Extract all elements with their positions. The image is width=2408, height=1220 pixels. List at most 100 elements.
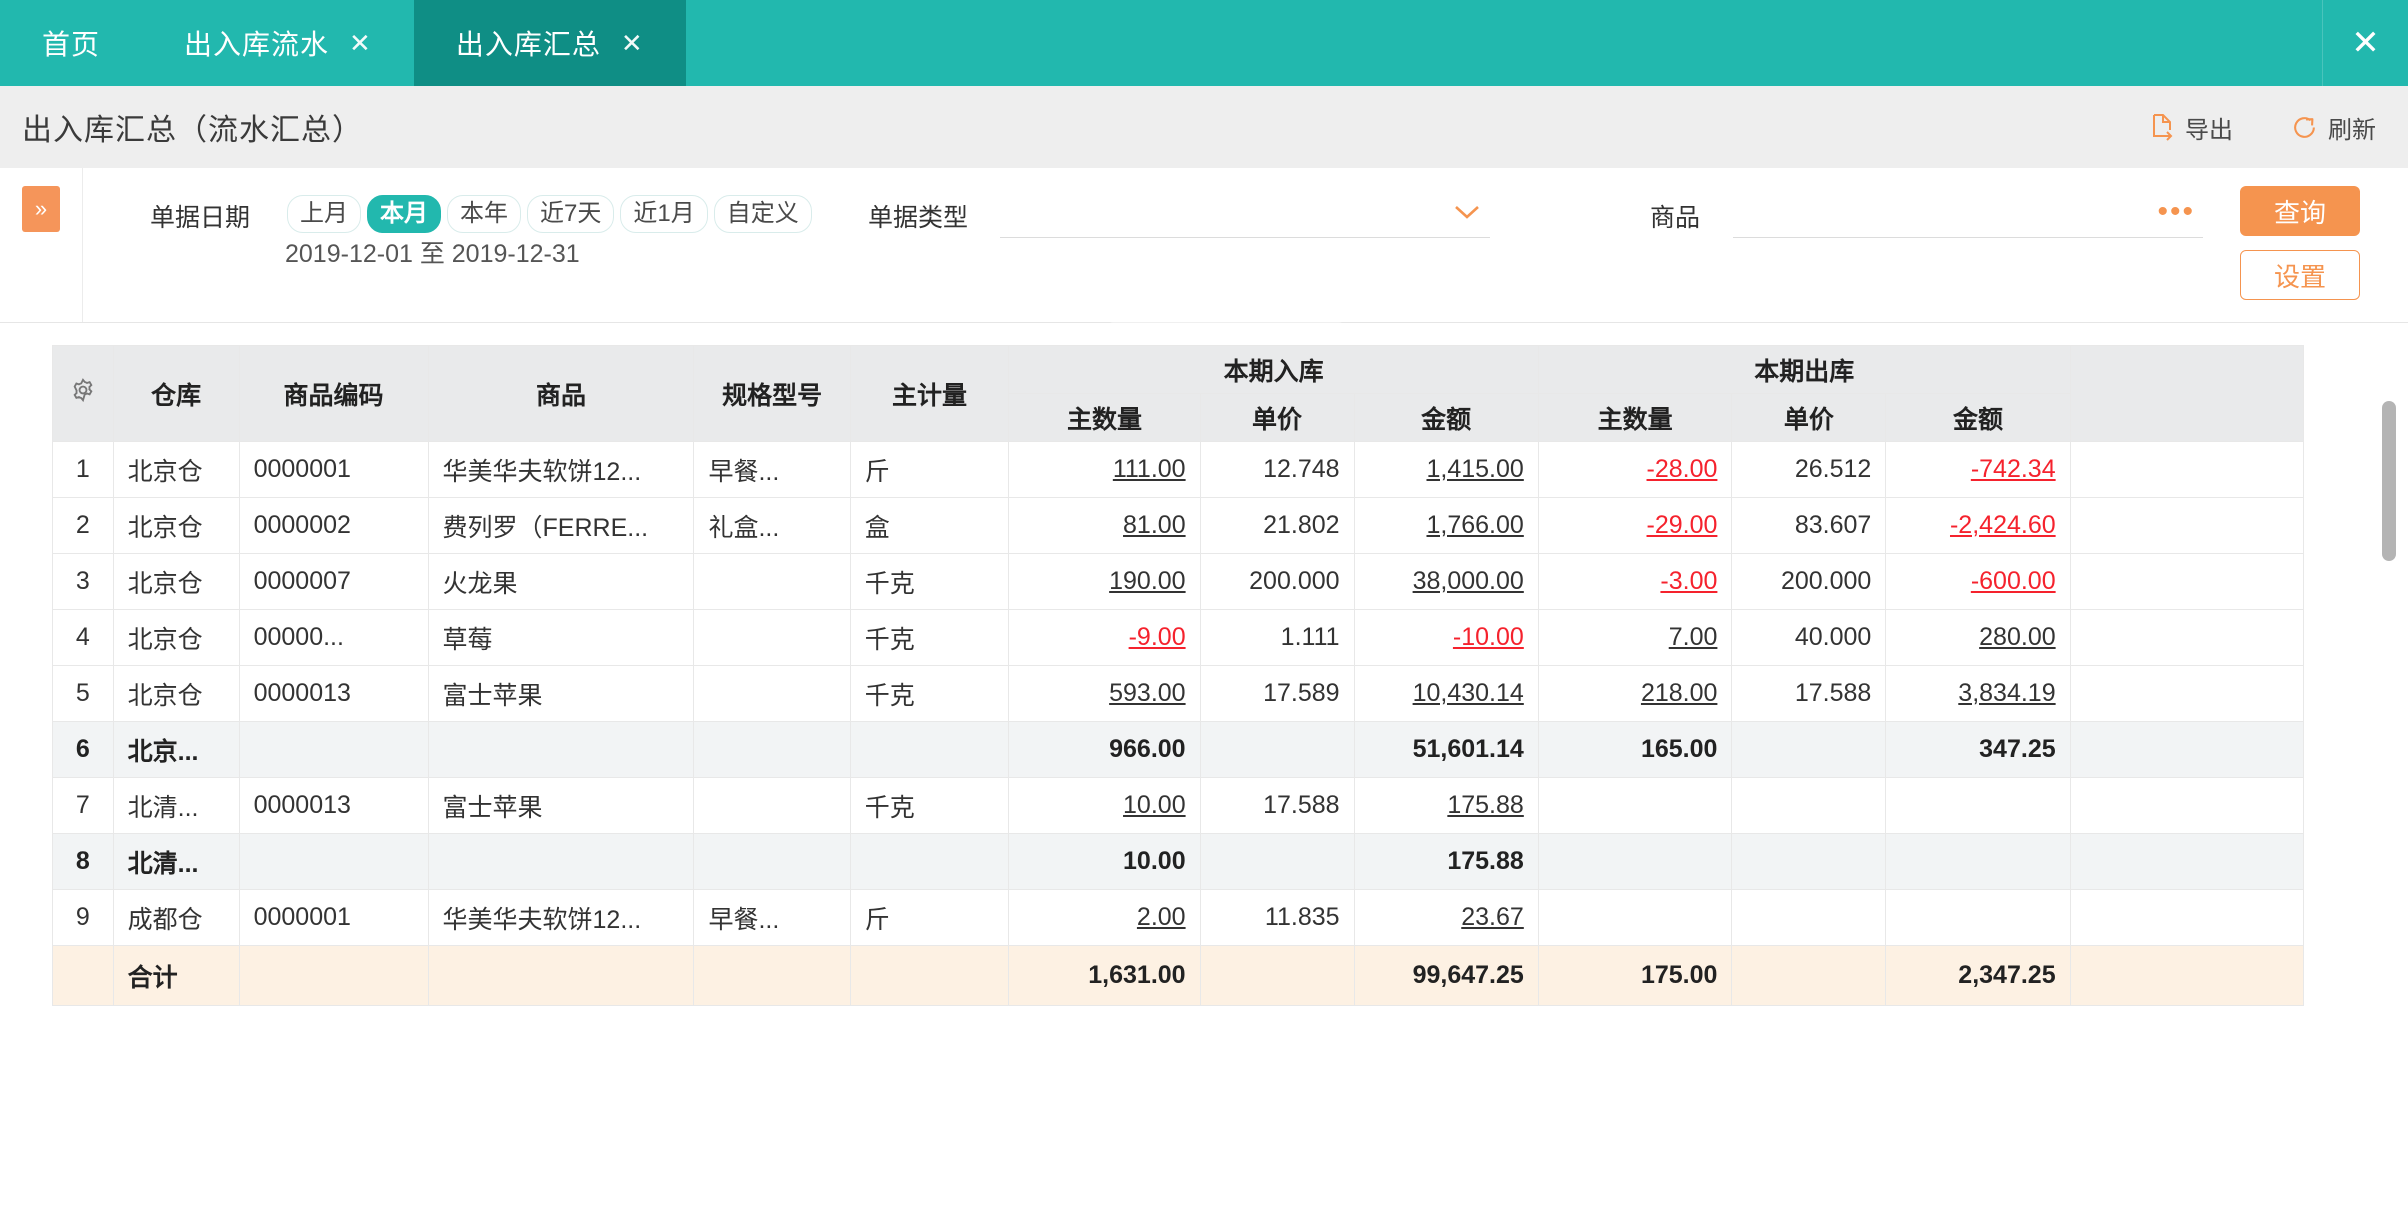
column-header-warehouse[interactable]: 仓库 <box>112 345 240 442</box>
date-chip-last-7-days[interactable]: 近7天 <box>527 195 615 233</box>
cell-out-amt[interactable]: 280.00 <box>1885 609 2071 666</box>
cell-out-amt[interactable]: -742.34 <box>1885 441 2071 498</box>
table-row[interactable]: 5 北京仓 0000013 富士苹果 千克 593.00 17.589 10,430.14 21… <box>52 665 2305 722</box>
cell-out-qty[interactable]: 165.00 <box>1537 721 1733 778</box>
cell-out-qty-value[interactable]: -28.00 <box>1646 455 1718 483</box>
cell-in-qty[interactable]: 10.00 <box>1008 777 1201 834</box>
cell-in-amt[interactable]: 175.88 <box>1353 777 1539 834</box>
date-chip-last-month[interactable]: 上月 <box>287 195 361 233</box>
table-row[interactable]: 4 北京仓 00000... 草莓 千克 -9.00 1.111 -10.00 7.00 40.0… <box>52 609 2305 666</box>
cell-out-qty-value[interactable]: -3.00 <box>1660 567 1718 595</box>
table-subtotal-row[interactable]: 6 北京... 966.00 51,601.14 165.00 347.25 <box>52 721 2305 778</box>
cell-in-qty[interactable]: 111.00 <box>1008 441 1201 498</box>
table-row[interactable]: 3 北京仓 0000007 火龙果 千克 190.00 200.000 38,000.00 -3… <box>52 553 2305 610</box>
cell-out-qty[interactable]: 218.00 <box>1537 665 1733 722</box>
collapse-sidebar-button[interactable]: » <box>22 186 60 232</box>
cell-in-amt[interactable]: 10,430.14 <box>1353 665 1539 722</box>
column-header-in-amt[interactable]: 金额 <box>1353 393 1539 442</box>
cell-out-amt[interactable]: -2,424.60 <box>1885 497 2071 554</box>
column-header-out-amt[interactable]: 金额 <box>1885 393 2071 442</box>
table-row[interactable]: 2 北京仓 0000002 费列罗（FERRE... 礼盒... 盒 81.00 21.802… <box>52 497 2305 554</box>
window-close-icon[interactable]: ✕ <box>2322 0 2408 86</box>
cell-in-amt[interactable]: 175.88 <box>1353 833 1539 890</box>
cell-out-qty[interactable] <box>1537 889 1733 946</box>
cell-out-amt[interactable] <box>1885 889 2071 946</box>
cell-out-qty[interactable]: 7.00 <box>1537 609 1733 666</box>
cell-in-qty[interactable]: 593.00 <box>1008 665 1201 722</box>
cell-in-qty-value[interactable]: 81.00 <box>1123 511 1186 539</box>
cell-in-qty-value[interactable]: 593.00 <box>1109 679 1186 707</box>
cell-in-qty-value[interactable]: 190.00 <box>1109 567 1186 595</box>
column-header-product[interactable]: 商品 <box>427 345 695 442</box>
refresh-button[interactable]: 刷新 <box>2291 110 2376 145</box>
cell-out-qty-value[interactable]: -29.00 <box>1646 511 1718 539</box>
cell-in-amt-value[interactable]: -10.00 <box>1452 623 1524 651</box>
cell-out-qty[interactable]: -29.00 <box>1537 497 1733 554</box>
cell-out-amt-value[interactable]: 3,834.19 <box>1958 679 2056 707</box>
doc-type-select[interactable] <box>1000 186 1490 238</box>
table-row[interactable]: 9 成都仓 0000001 华美华夫软饼12... 早餐... 斤 2.00 11.835 23… <box>52 889 2305 946</box>
cell-in-amt[interactable]: 38,000.00 <box>1353 553 1539 610</box>
cell-out-amt[interactable]: 347.25 <box>1885 721 2071 778</box>
table-row[interactable]: 7 北清... 0000013 富士苹果 千克 10.00 17.588 175.88 <box>52 777 2305 834</box>
export-button[interactable]: 导出 <box>2149 110 2233 145</box>
cell-in-amt-value[interactable]: 10,430.14 <box>1412 679 1524 707</box>
cell-in-qty[interactable]: 2.00 <box>1008 889 1201 946</box>
cell-out-qty-value[interactable]: 218.00 <box>1640 679 1718 707</box>
more-options-icon[interactable]: ••• <box>2157 194 2195 228</box>
cell-out-amt[interactable] <box>1885 833 2071 890</box>
cell-in-amt[interactable]: 1,415.00 <box>1353 441 1539 498</box>
cell-out-amt-value[interactable]: -2,424.60 <box>1949 511 2056 539</box>
cell-out-amt-value[interactable]: 280.00 <box>1979 623 2056 651</box>
cell-out-amt-value[interactable]: -742.34 <box>1970 455 2056 483</box>
cell-in-qty[interactable]: 966.00 <box>1008 721 1201 778</box>
cell-in-qty-value[interactable]: -9.00 <box>1128 623 1186 651</box>
date-chip-this-month[interactable]: 本月 <box>367 195 441 233</box>
cell-out-amt-value[interactable]: -600.00 <box>1970 567 2056 595</box>
cell-in-amt-value[interactable]: 1,415.00 <box>1426 455 1524 483</box>
cell-out-qty[interactable]: -3.00 <box>1537 553 1733 610</box>
tab-close-icon[interactable]: ✕ <box>620 28 644 58</box>
cell-in-qty[interactable]: 81.00 <box>1008 497 1201 554</box>
cell-out-amt[interactable]: -600.00 <box>1885 553 2071 610</box>
table-row[interactable]: 1 北京仓 0000001 华美华夫软饼12... 早餐... 斤 111.00 12.748… <box>52 441 2305 498</box>
product-select[interactable]: ••• <box>1733 186 2203 238</box>
column-header-in-qty[interactable]: 主数量 <box>1008 393 1201 442</box>
gear-icon[interactable] <box>70 377 96 410</box>
column-header-out-qty[interactable]: 主数量 <box>1537 393 1733 442</box>
column-header-out-price[interactable]: 单价 <box>1731 393 1887 442</box>
cell-in-amt-value[interactable]: 175.88 <box>1447 791 1524 819</box>
date-range-value[interactable]: 2019-12-01 至 2019-12-31 <box>285 240 580 268</box>
tab-close-icon[interactable]: ✕ <box>349 28 372 58</box>
cell-in-amt-value[interactable]: 38,000.00 <box>1412 567 1524 595</box>
column-header-unit[interactable]: 主计量 <box>849 345 1010 442</box>
cell-out-qty[interactable] <box>1537 777 1733 834</box>
tab-home[interactable]: 首页 <box>0 0 142 86</box>
tab-stock-flow[interactable]: 出入库流水 ✕ <box>142 0 414 86</box>
chevron-down-icon[interactable] <box>1452 199 1482 225</box>
cell-in-qty-value[interactable]: 10.00 <box>1123 791 1186 819</box>
cell-in-amt-value[interactable]: 23.67 <box>1461 903 1524 931</box>
cell-in-amt[interactable]: 51,601.14 <box>1353 721 1539 778</box>
cell-in-qty-value[interactable]: 111.00 <box>1112 455 1186 483</box>
cell-out-amt[interactable]: 3,834.19 <box>1885 665 2071 722</box>
table-subtotal-row[interactable]: 8 北清... 10.00 175.88 <box>52 833 2305 890</box>
cell-out-qty[interactable]: -28.00 <box>1537 441 1733 498</box>
column-header-product-code[interactable]: 商品编码 <box>238 345 429 442</box>
vertical-scrollbar-thumb[interactable] <box>2382 401 2396 561</box>
cell-in-amt[interactable]: 23.67 <box>1353 889 1539 946</box>
column-settings-gear-icon[interactable] <box>52 345 114 442</box>
tab-stock-summary[interactable]: 出入库汇总 ✕ <box>413 0 686 86</box>
date-chip-this-year[interactable]: 本年 <box>447 195 521 233</box>
cell-in-qty[interactable]: -9.00 <box>1008 609 1201 666</box>
cell-in-qty[interactable]: 190.00 <box>1008 553 1201 610</box>
cell-out-qty-value[interactable]: 7.00 <box>1668 623 1718 651</box>
settings-button[interactable]: 设置 <box>2240 250 2360 300</box>
column-header-spec[interactable]: 规格型号 <box>693 345 851 442</box>
cell-in-amt-value[interactable]: 1,766.00 <box>1426 511 1524 539</box>
cell-in-qty[interactable]: 10.00 <box>1008 833 1201 890</box>
date-chip-custom[interactable]: 自定义 <box>713 195 812 233</box>
date-chip-last-1-month[interactable]: 近1月 <box>620 195 708 233</box>
query-button[interactable]: 查询 <box>2240 186 2360 236</box>
cell-in-qty-value[interactable]: 2.00 <box>1136 903 1186 931</box>
